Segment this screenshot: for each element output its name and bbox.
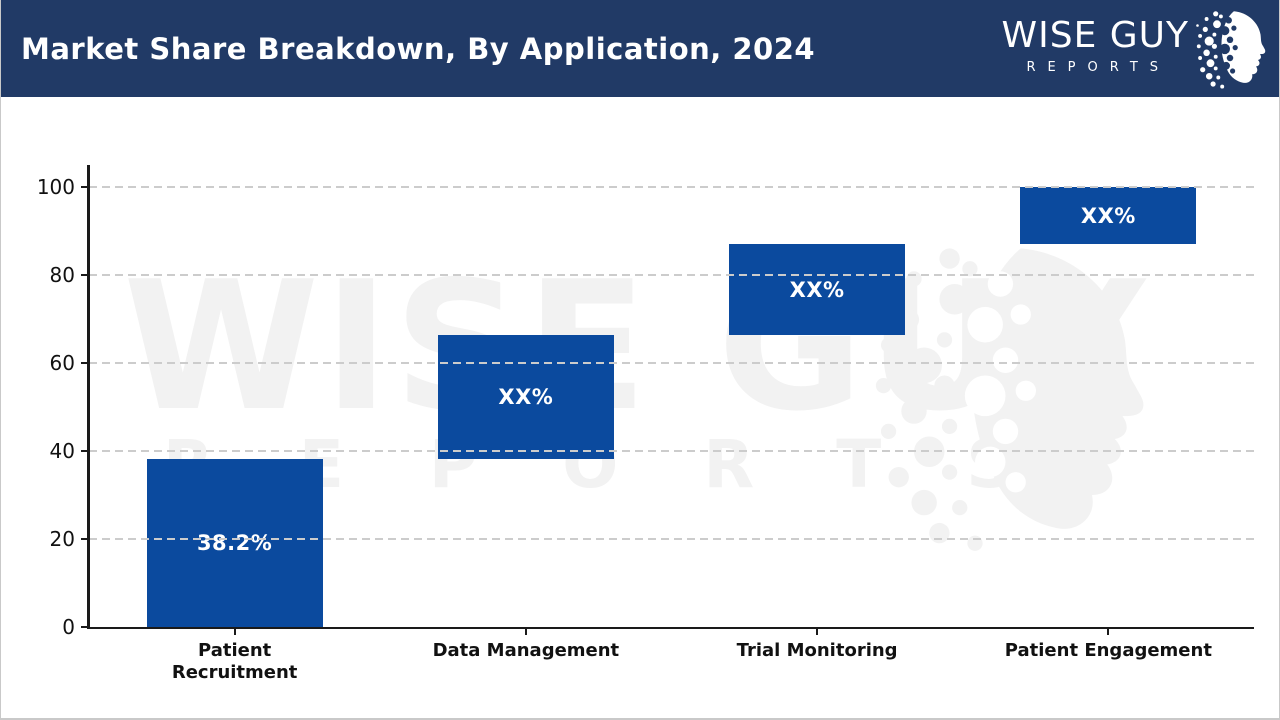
category-label: Patient Recruitment bbox=[115, 640, 355, 684]
y-tick bbox=[81, 626, 89, 628]
y-tick bbox=[81, 274, 89, 276]
x-tick bbox=[524, 627, 527, 635]
gridline bbox=[89, 538, 1254, 540]
brand-wordmark: WISE GUY REPORTS bbox=[1001, 15, 1190, 76]
brand-name: WISE GUY bbox=[1001, 15, 1189, 56]
gridline bbox=[89, 186, 1254, 188]
header-bar: Market Share Breakdown, By Application, … bbox=[1, 0, 1279, 97]
category-label-line: Patient Engagement bbox=[1004, 640, 1212, 661]
bar-value-label: XX% bbox=[789, 277, 845, 302]
y-tick bbox=[81, 186, 89, 188]
y-tick-label: 60 bbox=[49, 351, 75, 375]
y-axis-line bbox=[87, 165, 90, 629]
x-tick bbox=[1107, 627, 1110, 635]
brand-head-icon bbox=[1196, 11, 1266, 89]
brand-subtitle: REPORTS bbox=[1026, 60, 1171, 75]
bar bbox=[729, 244, 906, 335]
y-tick-label: 100 bbox=[36, 175, 75, 199]
category-label: Data Management bbox=[406, 640, 646, 662]
y-tick-label: 80 bbox=[49, 263, 75, 287]
chart-plot-area: 38.2% Patient Recruitment XX% Data Managemen… bbox=[1, 97, 1279, 718]
category-label-line: Patient bbox=[197, 640, 272, 661]
brand-logo: WISE GUY REPORTS bbox=[1002, 4, 1271, 94]
gridline bbox=[89, 274, 1254, 276]
y-tick bbox=[81, 538, 89, 540]
bar bbox=[146, 458, 323, 627]
bar-value-label: 38.2% bbox=[196, 530, 273, 555]
x-tick bbox=[233, 627, 236, 635]
y-tick-label: 40 bbox=[49, 439, 75, 463]
bar bbox=[437, 334, 614, 459]
category-label-line: Trial Monitoring bbox=[736, 640, 898, 661]
x-axis-line bbox=[87, 626, 1254, 629]
category-label-line: Data Management bbox=[432, 640, 620, 661]
gridline bbox=[89, 362, 1254, 364]
category-label: Trial Monitoring bbox=[697, 640, 937, 662]
y-tick bbox=[81, 362, 89, 364]
category-label-line: Recruitment bbox=[171, 661, 298, 683]
y-tick-label: 0 bbox=[62, 615, 75, 639]
watermark-head-icon bbox=[873, 248, 1144, 551]
bar bbox=[1020, 187, 1197, 245]
y-tick bbox=[81, 450, 89, 452]
x-tick bbox=[816, 627, 819, 635]
gridline bbox=[89, 450, 1254, 452]
category-label: Patient Engagement bbox=[988, 640, 1228, 662]
y-tick-label: 20 bbox=[49, 527, 75, 551]
page-title: Market Share Breakdown, By Application, … bbox=[21, 31, 816, 66]
bar-value-label: XX% bbox=[498, 384, 554, 409]
bar-value-label: XX% bbox=[1080, 203, 1136, 228]
